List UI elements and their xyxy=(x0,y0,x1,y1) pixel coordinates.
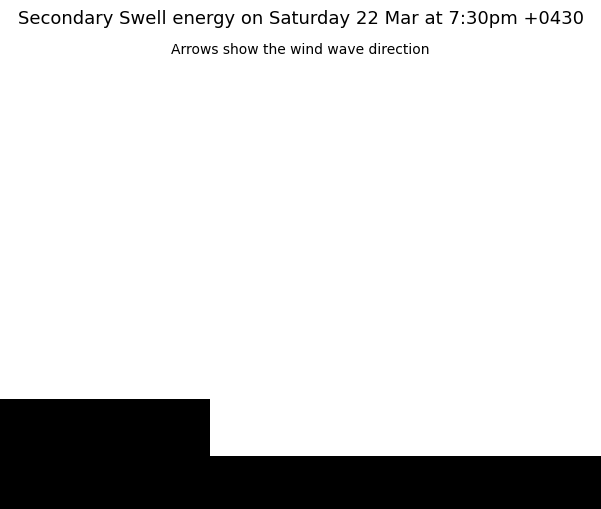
Text: Secondary Swell energy on Saturday 22 Mar at 7:30pm +0430: Secondary Swell energy on Saturday 22 Ma… xyxy=(17,10,584,28)
Bar xyxy=(0,399,210,509)
Text: Arrows show the wind wave direction: Arrows show the wind wave direction xyxy=(171,42,430,56)
Bar xyxy=(210,456,601,509)
